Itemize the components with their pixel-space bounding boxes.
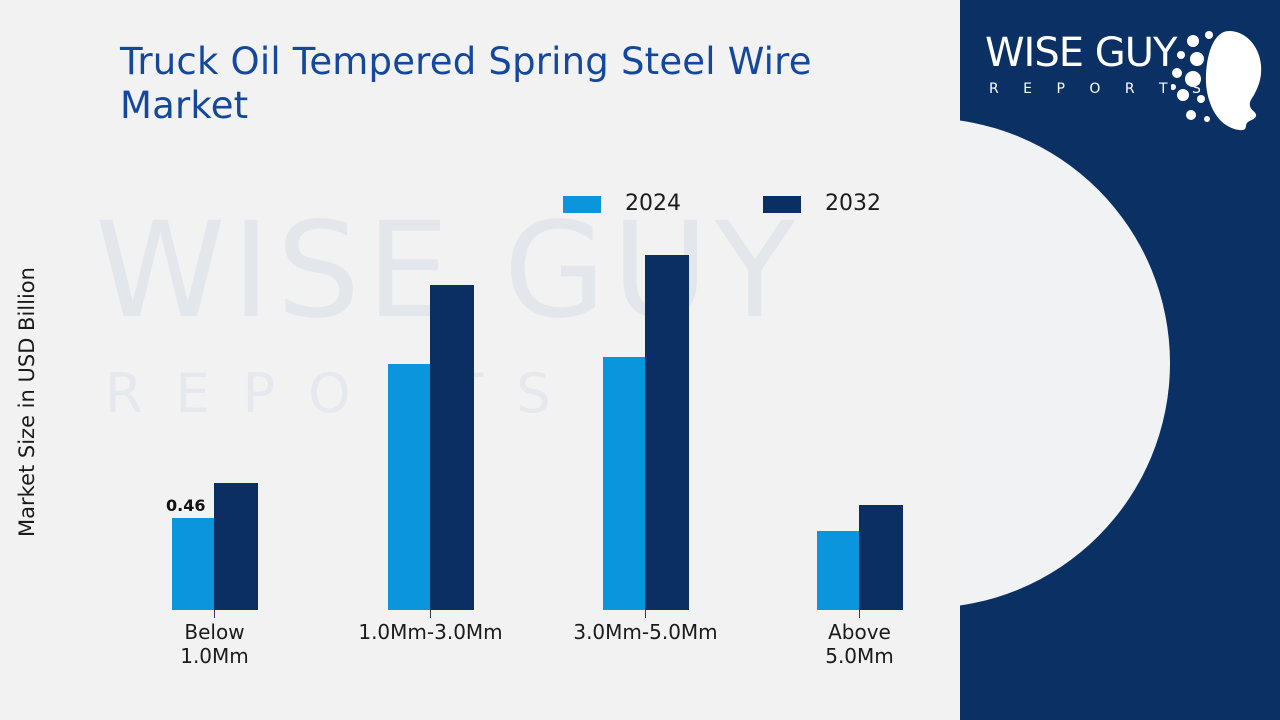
category-label-below-1-0mm: Below 1.0Mm bbox=[180, 620, 249, 668]
bar-2032-above-5-0mm[interactable] bbox=[859, 505, 903, 610]
legend-swatch-2032 bbox=[763, 195, 801, 213]
legend-label-2024: 2024 bbox=[625, 191, 681, 216]
bar-2024-above-5-0mm[interactable] bbox=[817, 531, 859, 610]
bar-2032-below-1-0mm[interactable] bbox=[214, 483, 258, 610]
bar-group-below-1-0mm: 0.46 Below 1.0Mm bbox=[166, 230, 335, 668]
dot-cluster-decoration bbox=[960, 130, 1155, 600]
plot-area: 0.46 Below 1.0Mm 1.0Mm-3.0Mm 3.0Mm-5.0Mm bbox=[95, 230, 925, 668]
bar-chart: Market Size in USD Billion 2024 2032 0.4… bbox=[15, 193, 925, 668]
bar-2032-3-0mm-5-0mm[interactable] bbox=[645, 255, 689, 610]
category-label-1-0mm-3-0mm: 1.0Mm-3.0Mm bbox=[358, 620, 503, 644]
axis-tick-3 bbox=[645, 610, 646, 618]
legend-item-2032[interactable]: 2032 bbox=[763, 193, 881, 215]
bar-2032-1-0mm-3-0mm[interactable] bbox=[430, 285, 474, 610]
axis-tick-4 bbox=[859, 610, 860, 618]
right-decorative-panel bbox=[960, 0, 1280, 720]
bar-2024-3-0mm-5-0mm[interactable] bbox=[603, 357, 645, 610]
y-axis-label: Market Size in USD Billion bbox=[15, 267, 39, 537]
bar-2024-below-1-0mm[interactable] bbox=[172, 518, 214, 610]
logo-primary-text: WISE GUY bbox=[985, 30, 1177, 76]
bar-group-3-0mm-5-0mm: 3.0Mm-5.0Mm bbox=[573, 230, 766, 644]
legend-swatch-2024 bbox=[563, 195, 601, 213]
brand-logo: WISE GUY R E P O R T S bbox=[985, 30, 1265, 131]
bar-group-1-0mm-3-0mm: 1.0Mm-3.0Mm bbox=[358, 230, 551, 644]
category-label-above-5-0mm: Above 5.0Mm bbox=[825, 620, 894, 668]
logo-secondary-text: R E P O R T S bbox=[989, 81, 1211, 97]
chart-legend: 2024 2032 bbox=[563, 193, 881, 215]
bar-2024-1-0mm-3-0mm[interactable] bbox=[388, 364, 430, 610]
legend-item-2024[interactable]: 2024 bbox=[563, 193, 681, 215]
axis-tick-2 bbox=[430, 610, 431, 618]
axis-tick-1 bbox=[214, 610, 215, 618]
logo-head-icon bbox=[1171, 31, 1262, 131]
bar-value-2024-below-1-0mm: 0.46 bbox=[166, 496, 206, 515]
bar-group-above-5-0mm: Above 5.0Mm bbox=[817, 230, 980, 668]
category-label-3-0mm-5-0mm: 3.0Mm-5.0Mm bbox=[573, 620, 718, 644]
legend-label-2032: 2032 bbox=[825, 191, 881, 216]
page-title: Truck Oil Tempered Spring Steel Wire Mar… bbox=[120, 40, 812, 127]
